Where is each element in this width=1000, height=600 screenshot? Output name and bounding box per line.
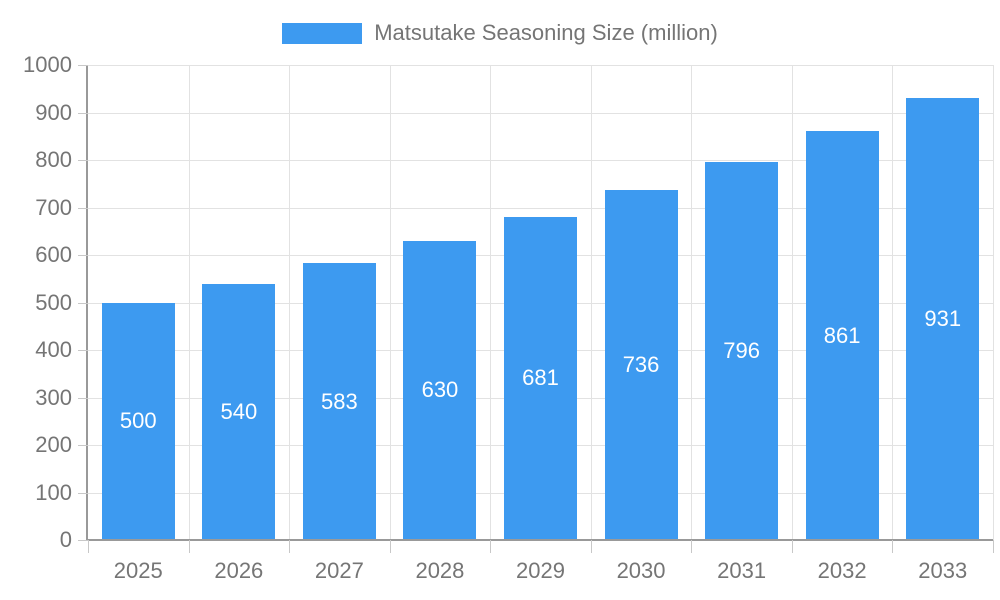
x-tick-mark <box>188 540 190 553</box>
x-tick-label: 2033 <box>918 558 968 583</box>
y-tick-mark <box>78 207 88 209</box>
y-tick-mark <box>78 350 88 351</box>
legend-label: Matsutake Seasoning Size (million) <box>374 20 718 45</box>
x-tick-label: 2029 <box>516 558 565 583</box>
h-gridline <box>88 160 993 161</box>
y-tick-label: 200 <box>35 432 72 457</box>
y-tick-label: 300 <box>35 384 72 410</box>
y-tick-mark <box>78 302 88 304</box>
x-axis-line <box>86 539 993 541</box>
v-gridline <box>188 65 190 540</box>
bar-2027[interactable]: 583 <box>302 263 376 540</box>
bar-value-label: 540 <box>220 398 258 424</box>
bar-value-label: 931 <box>924 305 962 331</box>
bar-value-label: 736 <box>622 352 660 378</box>
x-tick-label: 2028 <box>415 558 465 583</box>
bar-value-label: 861 <box>823 322 861 348</box>
y-tick-label: 500 <box>35 289 72 315</box>
bar-value-label: 500 <box>119 408 157 434</box>
bar-value-label: 630 <box>421 377 459 403</box>
bar-value-label: 583 <box>321 388 358 414</box>
x-tick-mark <box>993 540 994 553</box>
x-tick-label: 2026 <box>214 558 264 583</box>
x-tick-mark <box>590 540 592 553</box>
y-tick-label: 1000 <box>23 52 72 77</box>
y-tick-label: 600 <box>35 242 72 267</box>
bar-value-label: 681 <box>522 365 559 391</box>
v-gridline <box>791 65 793 540</box>
bar-2033[interactable]: 931 <box>906 97 980 540</box>
bar-value-label: 796 <box>723 337 760 363</box>
y-tick-mark <box>78 540 88 541</box>
v-gridline <box>490 65 492 540</box>
bar-2025[interactable]: 500 <box>101 302 175 540</box>
bar-2031[interactable]: 796 <box>705 161 779 540</box>
legend-swatch <box>282 22 363 44</box>
y-tick-mark <box>78 160 88 161</box>
v-gridline <box>691 65 693 540</box>
x-tick-label: 2030 <box>616 558 666 583</box>
x-tick-mark <box>88 540 89 553</box>
x-tick-label: 2031 <box>717 558 767 583</box>
x-tick-mark <box>691 540 693 553</box>
x-tick-mark <box>490 540 492 553</box>
x-tick-mark <box>791 540 793 553</box>
y-tick-label: 100 <box>35 479 72 505</box>
y-tick-mark <box>78 492 88 494</box>
v-gridline <box>590 65 592 540</box>
y-tick-mark <box>78 255 88 256</box>
plot-area: 500 540 583 630 681 736 796 861 931 <box>88 65 994 540</box>
legend-item[interactable]: Matsutake Seasoning Size (million) <box>0 19 1000 47</box>
bar-2029[interactable]: 681 <box>504 216 577 540</box>
h-gridline <box>88 207 993 209</box>
y-tick-label: 400 <box>35 337 72 362</box>
h-gridline <box>88 65 993 66</box>
bar-2030[interactable]: 736 <box>604 190 678 540</box>
bar-2026[interactable]: 540 <box>202 283 276 540</box>
x-tick-label: 2027 <box>314 558 364 583</box>
x-tick-mark <box>892 540 894 553</box>
y-tick-label: 900 <box>35 99 72 125</box>
y-tick-mark <box>78 445 88 446</box>
v-gridline <box>892 65 894 540</box>
y-tick-label: 700 <box>35 194 72 220</box>
bar-2028[interactable]: 630 <box>403 240 477 540</box>
y-tick-label: 0 <box>59 527 72 552</box>
v-gridline <box>289 65 291 540</box>
h-gridline <box>88 112 993 114</box>
x-tick-mark <box>289 540 291 553</box>
x-tick-label: 2032 <box>817 558 867 583</box>
v-gridline <box>993 65 994 540</box>
bar-2032[interactable]: 861 <box>805 131 879 540</box>
y-tick-mark <box>78 112 88 114</box>
y-tick-label: 800 <box>35 147 72 172</box>
y-tick-mark <box>78 397 88 399</box>
v-gridline <box>389 65 391 540</box>
y-tick-mark <box>78 65 88 66</box>
x-tick-mark <box>389 540 391 553</box>
x-tick-label: 2025 <box>113 558 163 583</box>
